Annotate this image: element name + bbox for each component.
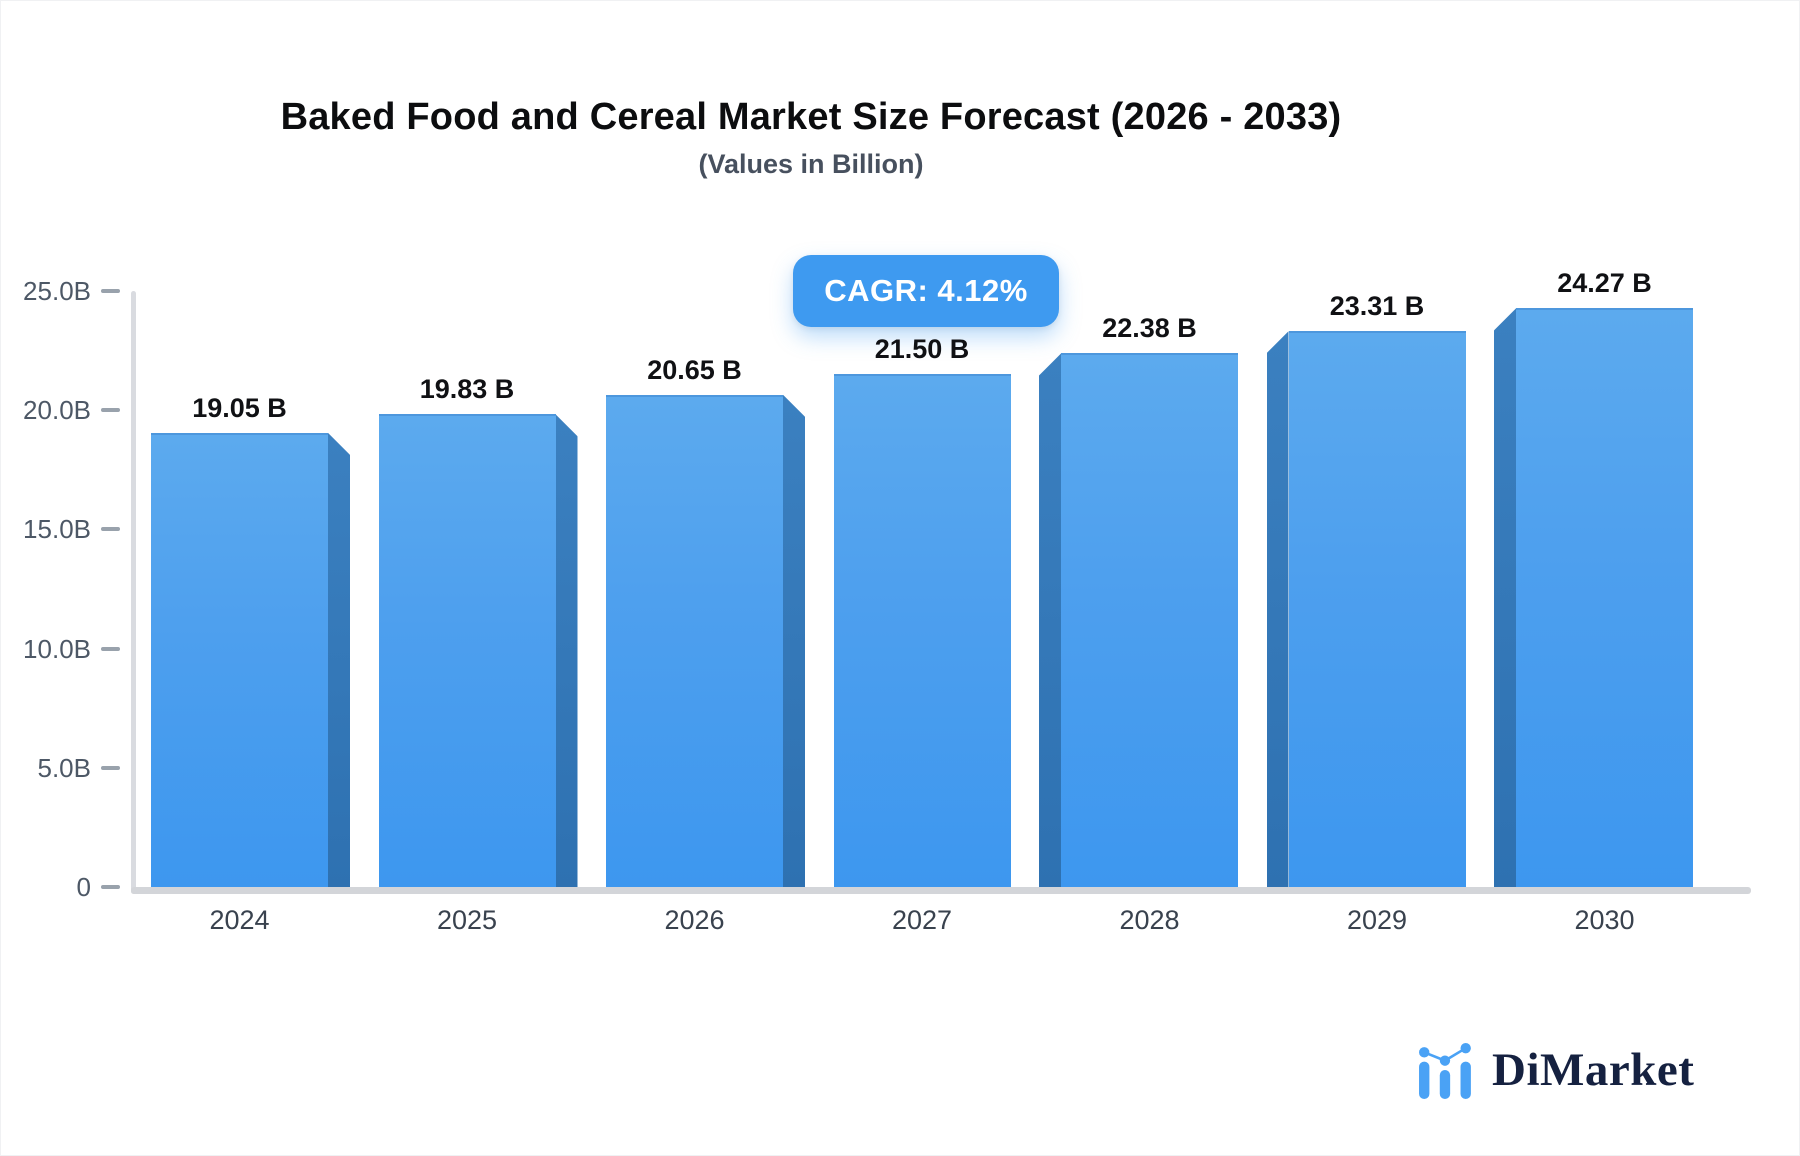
y-axis-tick-mark [101, 408, 120, 413]
y-axis-tick-label: 5.0B [37, 752, 92, 783]
x-axis-category-label: 2027 [891, 905, 953, 935]
x-axis-category-label: 2026 [664, 905, 725, 935]
bar-face [606, 394, 783, 887]
bar-face [833, 374, 1011, 887]
chart-subtitle: (Values in Billion) [698, 149, 924, 179]
mini-bar-line-chart-icon [1419, 1043, 1471, 1099]
bar-face [151, 432, 328, 887]
y-axis-tick-label: 15.0B [23, 514, 91, 545]
bar-face [1288, 331, 1466, 887]
dimarket-logo: DiMarket [1418, 1041, 1694, 1099]
x-axis-category-label: 2024 [209, 905, 270, 935]
bar-side-face [1266, 331, 1289, 887]
bar-side-face [1039, 353, 1061, 887]
dimarket-logo-text: DiMarket [1492, 1044, 1695, 1096]
y-axis-tick-label: 25.0B [23, 276, 91, 306]
x-axis-line [131, 887, 1751, 894]
bar-value-label: 24.27 B [1557, 268, 1652, 299]
bar-value-label: 23.31 B [1329, 291, 1425, 322]
x-axis-category-label: 2029 [1346, 905, 1408, 935]
y-axis-tick-mark [101, 527, 120, 532]
x-axis-category-label: 2030 [1574, 905, 1635, 935]
bar-value-label: 19.83 B [419, 374, 515, 405]
x-axis-category-label: 2028 [1119, 905, 1180, 935]
y-axis-tick-mark [101, 885, 120, 889]
x-axis-category-label: 2025 [436, 905, 498, 935]
cagr-badge: CAGR: 4.12% [793, 255, 1059, 327]
y-axis-tick-label: 0 [76, 872, 91, 902]
bar-value-label: 22.38 B [1102, 313, 1197, 344]
y-axis-tick-label: 20.0B [23, 395, 91, 426]
bar-chart: 25.0B 20.0B 15.0B 10.0B 5.0B 0 19.05 B 2024 19.8… [1, 241, 1799, 941]
bar-face [378, 414, 556, 887]
y-axis-line [131, 291, 136, 894]
bar-side-face [555, 414, 578, 887]
bar-side-face [1494, 308, 1516, 887]
bar-value-label: 20.65 B [647, 354, 742, 385]
bar-side-face [783, 394, 805, 887]
bar-value-label: 19.05 B [192, 392, 287, 423]
y-axis-tick-mark [101, 646, 120, 651]
bar-value-label: 21.50 B [874, 334, 970, 365]
y-axis-tick-label: 10.0B [23, 633, 91, 664]
bar-side-face [328, 432, 350, 887]
bar-face [1061, 353, 1238, 887]
y-axis-tick-mark [101, 765, 120, 770]
y-axis-tick-mark [101, 289, 120, 293]
bar-face [1516, 308, 1693, 887]
chart-title: Baked Food and Cereal Market Size Foreca… [280, 96, 1342, 138]
